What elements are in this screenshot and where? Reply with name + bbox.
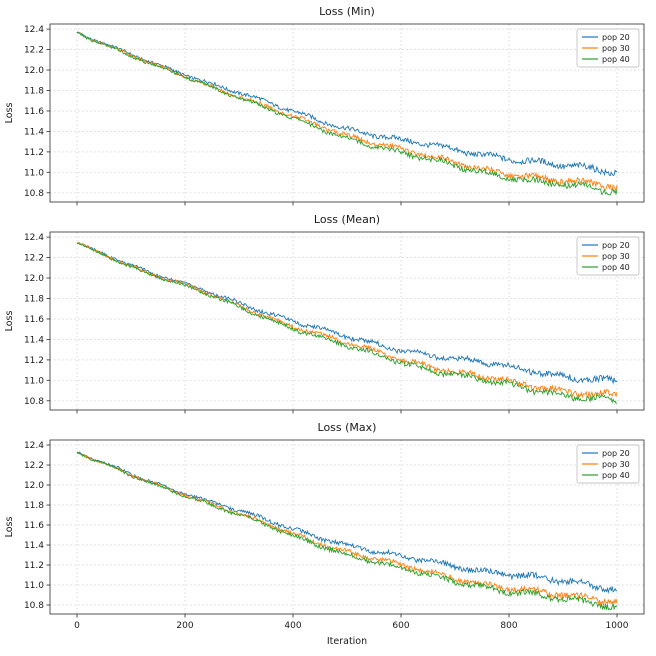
y-tick-label: 11.8 [24,501,44,511]
x-tick-label: 400 [284,621,301,631]
axis-ticks: 10.8 11.0 11.2 11.4 11.6 11.8 12.0 12.2 12.4 [24,233,618,414]
y-tick-label: 11.2 [24,148,44,158]
series-line-pop-30 [76,451,618,607]
axis-ticks: 10.8 11.0 11.2 11.4 11.6 11.8 12.0 12.2 12.4 0 200… [24,441,629,631]
x-axis-label: Iteration [327,636,367,647]
axis-ticks: 10.8 11.0 11.2 11.4 11.6 11.8 12.0 12.2 12.4 [24,25,618,206]
y-tick-label: 12.0 [24,274,44,284]
y-axis-label: Loss [4,103,15,124]
plot-border [49,439,645,615]
chart-title-max: Loss (Max) [317,421,377,434]
grid [50,24,644,202]
y-tick-label: 11.0 [24,581,44,591]
series-group [76,451,618,611]
y-tick-label: 11.2 [24,356,44,366]
legend-label: pop 40 [602,471,630,480]
legend: pop 20 pop 30 pop 40 [576,444,640,484]
y-tick-label: 12.4 [24,441,44,451]
series-group [76,241,618,404]
chart-title-mean: Loss (Mean) [313,213,381,226]
subplot-loss-mean: Loss (Mean) 10.8 11.0 11.2 11.4 11.6 11.8 12.0… [0,212,656,414]
x-tick-label: 800 [500,621,517,631]
subplot-loss-min: Loss (Min) 10.8 11.0 11.2 11.4 11.6 11.8 12.0 1… [0,4,656,206]
y-tick-label: 11.6 [24,521,44,531]
y-tick-label: 11.8 [24,87,44,97]
legend-box [576,28,640,68]
y-tick-label: 11.8 [24,295,44,305]
y-tick-label: 10.8 [24,397,44,407]
x-tick-label: 0 [74,621,80,631]
legend-label: pop 20 [602,241,630,250]
legend: pop 20 pop 30 pop 40 [576,236,640,276]
legend-label: pop 20 [602,33,630,42]
series-line-pop-20 [76,451,618,594]
y-tick-label: 12.4 [24,25,44,35]
y-axis-label: Loss [4,517,15,538]
chart-canvas-max: 10.8 11.0 11.2 11.4 11.6 11.8 12.0 12.2 12.4 0 200… [4,439,645,647]
y-tick-label: 11.6 [24,315,44,325]
chart-title-min: Loss (Min) [319,5,375,18]
grid [50,440,644,614]
y-tick-label: 10.8 [24,189,44,199]
legend-label: pop 40 [602,263,630,272]
series-line-pop-20 [76,242,618,385]
y-tick-label: 12.2 [24,46,44,56]
legend-label: pop 40 [602,55,630,64]
subplot-loss-max: Loss (Max) 10.8 11.0 11.2 11.4 11.6 11.8 12.0 1… [0,420,656,652]
grid [50,232,644,410]
y-tick-label: 11.0 [24,168,44,178]
y-tick-label: 11.0 [24,376,44,386]
y-axis-label: Loss [4,311,15,332]
x-tick-label: 600 [392,621,409,631]
plot-border [49,231,645,411]
x-tick-label: 200 [176,621,193,631]
x-tick-label: 1000 [606,621,629,631]
chart-canvas-mean: 10.8 11.0 11.2 11.4 11.6 11.8 12.0 12.2 12.4 Loss… [4,231,645,414]
legend-label: pop 20 [602,449,630,458]
y-tick-label: 11.4 [24,541,44,551]
y-tick-label: 12.2 [24,254,44,264]
y-tick-label: 10.8 [24,601,44,611]
y-tick-label: 12.4 [24,233,44,243]
series-group [76,31,618,196]
series-line-pop-40 [76,242,618,404]
y-tick-label: 11.6 [24,107,44,117]
y-tick-label: 11.2 [24,561,44,571]
legend-box [576,444,640,484]
legend: pop 20 pop 30 pop 40 [576,28,640,68]
series-line-pop-30 [76,241,618,399]
legend-label: pop 30 [602,252,630,261]
y-tick-label: 12.2 [24,461,44,471]
y-tick-label: 12.0 [24,481,44,491]
chart-canvas-min: 10.8 11.0 11.2 11.4 11.6 11.8 12.0 12.2 12.4 Loss… [4,23,645,206]
series-line-pop-40 [76,451,618,611]
y-tick-label: 11.4 [24,127,44,137]
legend-label: pop 30 [602,460,630,469]
y-tick-label: 12.0 [24,66,44,76]
series-line-pop-40 [76,31,618,196]
plot-border [49,23,645,203]
y-tick-label: 11.4 [24,335,44,345]
series-line-pop-20 [76,31,618,177]
legend-label: pop 30 [602,44,630,53]
legend-box [576,236,640,276]
